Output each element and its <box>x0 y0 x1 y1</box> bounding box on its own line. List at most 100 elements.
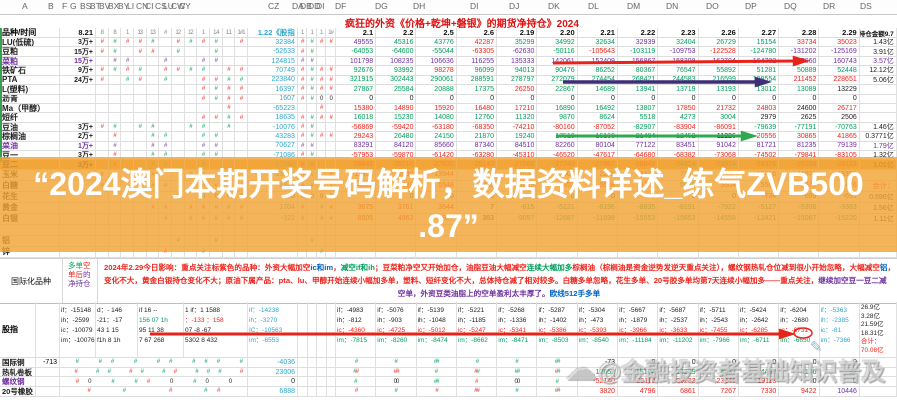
dense-cell[interactable]: # <box>235 38 248 48</box>
column-letter[interactable]: CZ <box>268 1 280 11</box>
date-value-cell[interactable] <box>335 246 377 258</box>
row-label[interactable]: 棕榈油 <box>0 132 60 142</box>
date-value-cell[interactable]: 91042 <box>698 141 739 152</box>
dense-cell[interactable] <box>108 103 122 114</box>
dense-cell[interactable]: # <box>222 94 236 104</box>
date-value-cell[interactable]: 14080 <box>416 113 457 123</box>
dense-cell[interactable]: # <box>197 85 210 95</box>
date-value-cell[interactable] <box>779 246 820 258</box>
date-value-cell[interactable]: 11320 <box>497 113 538 123</box>
date-value-cell[interactable]: 13193 <box>698 85 739 95</box>
date-value-cell[interactable]: 2625 <box>779 113 820 123</box>
dense-cell[interactable] <box>316 141 327 152</box>
date-value-cell[interactable] <box>577 246 618 258</box>
date-value-cell[interactable]: # # <box>376 367 417 378</box>
dense-cell[interactable]: # <box>307 141 317 152</box>
date-value-cell[interactable]: 0 <box>698 94 739 104</box>
date-value-cell[interactable]: -79639 <box>738 122 780 133</box>
dense-cell[interactable]: # <box>297 122 308 133</box>
date-value-cell[interactable]: 0 <box>497 94 538 104</box>
date-value-cell[interactable]: 80104 <box>577 141 618 152</box>
date-value-cell[interactable] <box>819 246 860 258</box>
dense-cell[interactable]: # <box>133 66 147 76</box>
left-value-cell[interactable] <box>36 367 60 378</box>
dense-cell[interactable] <box>184 141 198 152</box>
column-letter[interactable]: DK <box>548 1 560 11</box>
dense-cell[interactable]: # <box>326 66 336 76</box>
date-value-cell[interactable]: # # <box>456 387 498 397</box>
date-value-cell[interactable]: -80160 <box>537 122 578 133</box>
date-value-cell[interactable]: 27867 <box>335 85 377 95</box>
date-value-cell[interactable]: 17850 <box>658 103 699 114</box>
dense-cell[interactable]: # <box>108 47 122 57</box>
date-col-header[interactable]: 2.23 <box>658 28 699 38</box>
date-value-cell[interactable]: 13229 <box>819 85 860 95</box>
dense-cell[interactable]: # <box>159 56 172 67</box>
date-value-cell[interactable]: 160743 <box>819 56 860 67</box>
amount-cell[interactable]: 3.91亿 <box>859 47 897 57</box>
date-value-cell[interactable]: 81235 <box>779 141 820 152</box>
dense-cell[interactable]: # <box>159 141 172 152</box>
date-col-header[interactable]: 2.29 <box>819 28 860 38</box>
dense-cell[interactable] <box>209 66 223 76</box>
date-value-cell[interactable]: 290061 <box>416 75 457 86</box>
date-value-cell[interactable]: # # <box>537 367 578 378</box>
dense-cell[interactable] <box>317 387 327 397</box>
dense-col-header[interactable]: 8 <box>96 28 109 38</box>
cz-value-cell[interactable]: -10076 <box>247 122 298 133</box>
dense-cell[interactable] <box>316 122 327 133</box>
dense-cell[interactable] <box>146 75 160 86</box>
date-value-cell[interactable]: -77191 <box>779 122 820 133</box>
dense-cell[interactable] <box>235 132 248 142</box>
column-letter[interactable]: DD <box>308 1 321 11</box>
dense-cell[interactable]: 0 <box>316 94 327 104</box>
row-label[interactable]: 短纤 <box>0 113 60 123</box>
date-value-cell[interactable]: 45316 <box>376 38 417 48</box>
dense-cell[interactable] <box>317 377 327 388</box>
dense-cell[interactable]: # <box>307 122 317 133</box>
date-value-cell[interactable]: 16018 <box>335 113 377 123</box>
date-value-cell[interactable]: 84120 <box>376 141 417 152</box>
dense-cell[interactable]: # <box>184 38 198 48</box>
scale-col-header[interactable]: 8.21 <box>60 28 96 38</box>
date-value-cell[interactable]: 21870 <box>456 132 498 142</box>
scale-cell[interactable]: 1万+ <box>60 141 96 152</box>
dense-cell[interactable]: # <box>307 94 317 104</box>
dense-cell[interactable]: # <box>133 122 147 133</box>
dense-cell[interactable] <box>197 103 210 114</box>
dense-cell[interactable]: # <box>146 38 160 48</box>
dense-cell[interactable] <box>108 246 122 258</box>
dense-cell[interactable] <box>171 141 185 152</box>
date-value-cell[interactable]: 86252 <box>577 66 618 76</box>
dense-wide-cell[interactable]: # # # # # <box>60 387 248 397</box>
dense-cell[interactable] <box>133 246 147 258</box>
date-value-cell[interactable]: 49555 <box>335 38 377 48</box>
date-value-cell[interactable]: # <box>537 377 578 388</box>
dense-cell[interactable]: # <box>108 66 122 76</box>
date-value-cell[interactable]: 216599 <box>698 75 739 86</box>
date-value-cell[interactable]: 0 <box>658 94 699 104</box>
date-value-cell[interactable]: 15104 <box>618 367 659 378</box>
date-value-cell[interactable]: -68350 <box>456 122 498 133</box>
date-value-cell[interactable]: 13807 <box>617 103 659 114</box>
column-letter[interactable]: CN <box>136 1 149 11</box>
dense-cell[interactable] <box>171 246 185 258</box>
scale-cell[interactable]: 3万+ <box>60 38 96 48</box>
date-value-cell[interactable]: 6861 <box>658 387 699 397</box>
dense-cell[interactable] <box>222 38 236 48</box>
date-value-cell[interactable]: 15380 <box>335 103 377 114</box>
date-value-cell[interactable]: 142061 <box>537 56 578 67</box>
date-value-cell[interactable]: 42287 <box>456 38 498 48</box>
index-dense-cell[interactable]: d：- 146 -21：-17 43 1 15 f1h 8 1h <box>96 302 138 358</box>
dense-cell[interactable]: # <box>235 94 248 104</box>
dense-cell[interactable]: # <box>326 113 336 123</box>
column-letter[interactable]: DS <box>860 1 872 11</box>
dense-cell[interactable]: # <box>209 85 223 95</box>
dense-cell[interactable] <box>96 132 109 142</box>
scale-cell[interactable]: 3万+ <box>60 122 96 133</box>
date-value-cell[interactable]: 12760 <box>456 113 498 123</box>
date-col-header[interactable]: 2.26 <box>698 28 739 38</box>
date-value-cell[interactable]: 15154 <box>738 38 780 48</box>
dense-cell[interactable] <box>146 103 160 114</box>
amount-col-header[interactable]: 持仓金额9.7 <box>859 28 897 38</box>
